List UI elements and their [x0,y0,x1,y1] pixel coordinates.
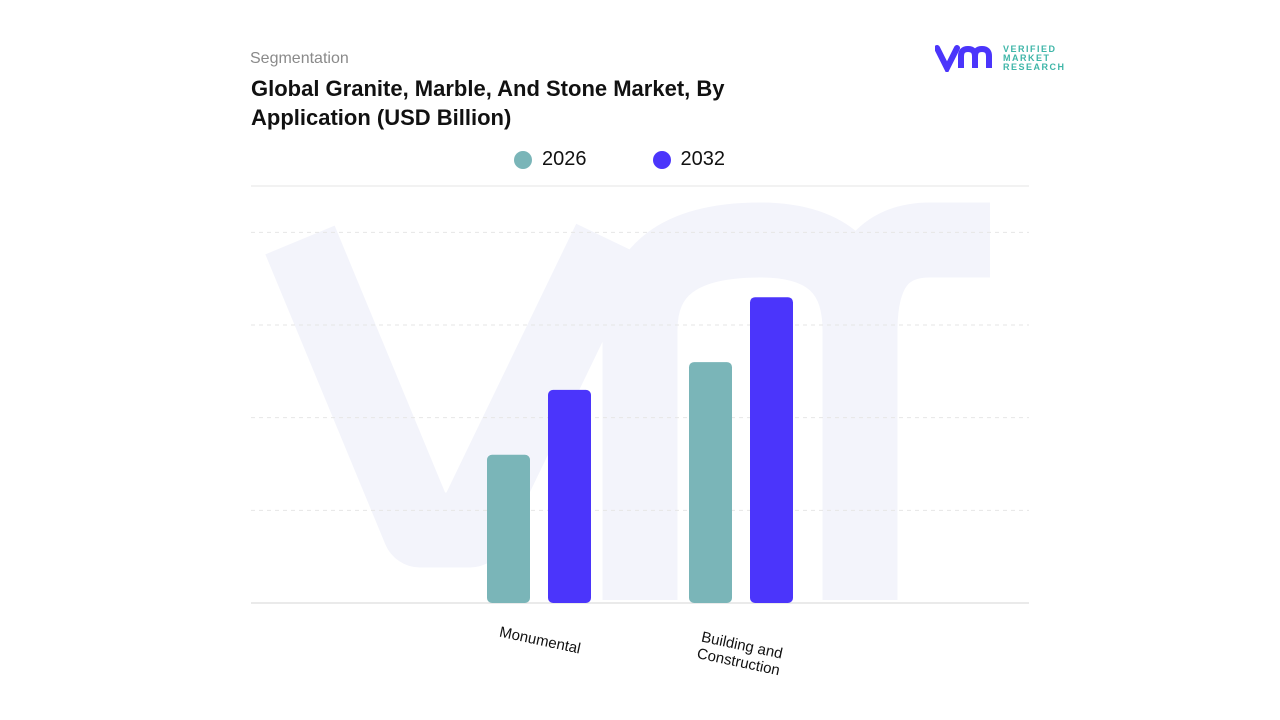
legend-swatch [514,150,532,169]
legend-label: 2032 [680,148,726,170]
vmr-logo: VERIFIED MARKET RESEARCH [935,44,1066,72]
legend: 2026 2032 [514,148,725,171]
x-tick-label: Monumental [498,624,582,658]
bar-2032 [750,297,793,603]
x-tick-label: Building andConstruction [695,629,784,680]
bar-2026 [689,362,732,603]
legend-item-2026: 2026 [514,148,587,171]
subtitle: Segmentation [250,50,349,67]
logo-text: VERIFIED [1003,43,1057,54]
legend-label: 2026 [542,148,587,170]
bar-2026 [487,454,530,603]
logo-text: MARKET [1003,52,1051,63]
legend-swatch [652,150,671,169]
logo-text: RESEARCH [1003,61,1066,72]
legend-item-2032: 2032 [652,148,726,171]
bar-2032 [548,389,591,603]
chart-title: Global Granite, Marble, And Stone Market… [251,76,725,130]
vmr-logo-icon [935,45,992,72]
